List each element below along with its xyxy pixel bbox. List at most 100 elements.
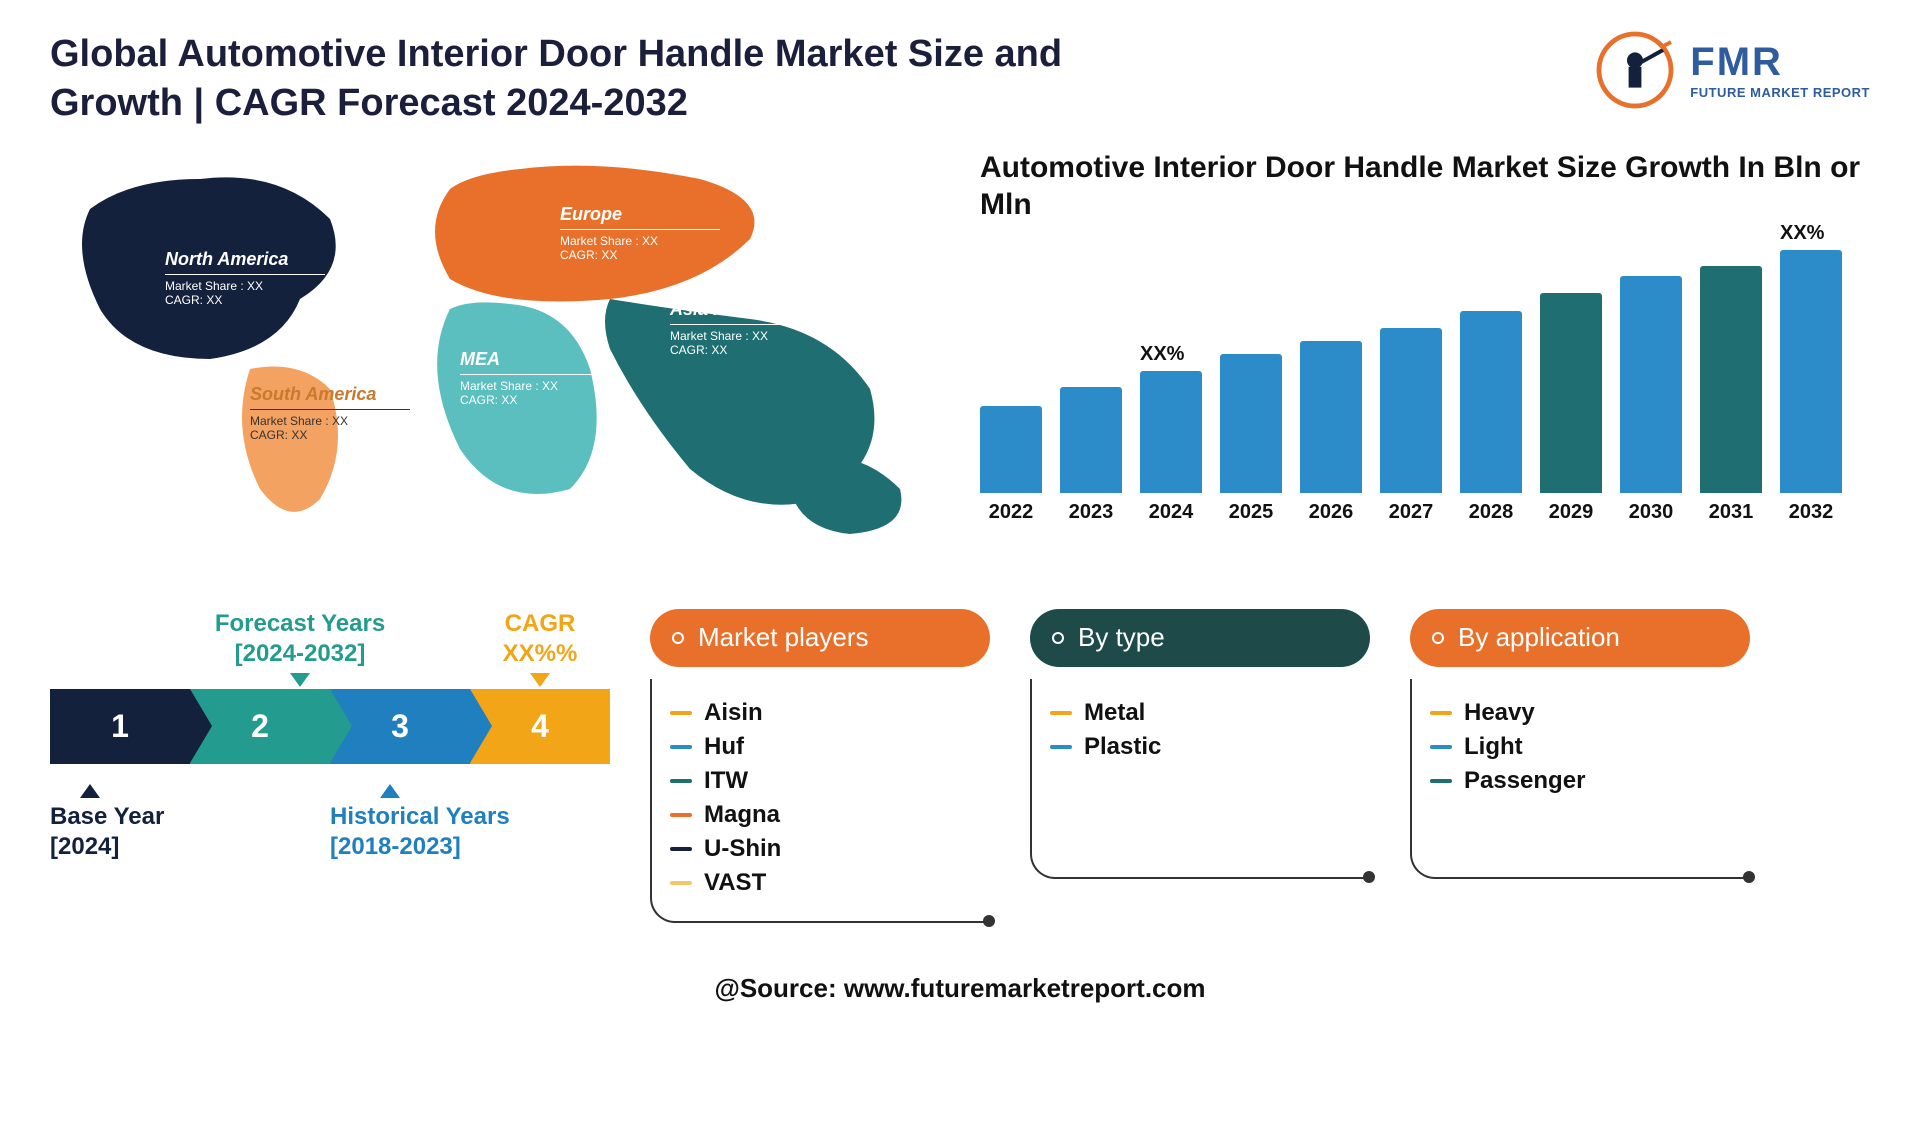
list-item-label: Huf	[704, 733, 744, 761]
bar-year-label: 2024	[1149, 501, 1194, 524]
growth-bar-chart: Automotive Interior Door Handle Market S…	[980, 149, 1870, 549]
list-item: Magna	[670, 801, 990, 829]
list-item-label: Light	[1464, 733, 1523, 761]
tick-icon	[670, 711, 692, 715]
tick-icon	[1430, 779, 1452, 783]
by-application-title: By application	[1458, 622, 1620, 653]
source-attribution: @Source: www.futuremarketreport.com	[50, 973, 1870, 1004]
region-na-share: Market Share : XX	[165, 279, 325, 293]
tl-base-range: [2024]	[50, 833, 119, 860]
list-item: ITW	[670, 767, 990, 795]
list-item: U-Shin	[670, 835, 990, 863]
list-item-label: Metal	[1084, 699, 1145, 727]
by-application-section: By application Heavy Light Passenger	[1410, 609, 1750, 879]
tl-hist-range: [2018-2023]	[330, 833, 461, 860]
market-players-pill: Market players	[650, 609, 990, 667]
tick-icon	[670, 847, 692, 851]
timeline: Forecast Years [2024-2032] CAGR XX%% 123…	[50, 609, 610, 764]
logo-icon	[1595, 30, 1675, 110]
list-item-label: ITW	[704, 767, 748, 795]
bar-year-label: 2028	[1469, 501, 1514, 524]
bar-col: 2028	[1460, 311, 1522, 524]
region-ap-share: Market Share : XX	[670, 329, 840, 343]
bar	[1060, 387, 1122, 493]
bar	[1380, 328, 1442, 493]
list-item-label: Passenger	[1464, 767, 1585, 795]
page-title: Global Automotive Interior Door Handle M…	[50, 30, 1150, 129]
region-eu-cagr: CAGR: XX	[560, 248, 720, 262]
bar-col: 2026	[1300, 341, 1362, 524]
region-sa-label: South America	[250, 384, 410, 405]
bar-col: 2029	[1540, 293, 1602, 523]
bar-year-label: 2026	[1309, 501, 1354, 524]
list-item: Heavy	[1430, 699, 1750, 727]
region-sa-share: Market Share : XX	[250, 414, 410, 428]
list-item: VAST	[670, 869, 990, 897]
tick-icon	[1430, 711, 1452, 715]
bar	[1460, 311, 1522, 493]
tl-hist-title: Historical Years	[330, 803, 510, 830]
list-item-label: Plastic	[1084, 733, 1161, 761]
bar-col: 2025	[1220, 354, 1282, 524]
tick-icon	[670, 779, 692, 783]
tl-forecast-range: [2024-2032]	[235, 640, 366, 667]
tl-forecast-title: Forecast Years	[215, 610, 385, 637]
timeline-segment: 1	[50, 689, 190, 764]
bar-annotation: XX%	[1780, 222, 1824, 245]
tick-icon	[1430, 745, 1452, 749]
list-item-label: U-Shin	[704, 835, 781, 863]
region-na-label: North America	[165, 249, 325, 270]
tick-icon	[1050, 745, 1072, 749]
bullet-icon	[672, 632, 684, 644]
bar-col: 2027	[1380, 328, 1442, 524]
bar-col: 2023	[1060, 387, 1122, 524]
region-ap-cagr: CAGR: XX	[670, 343, 840, 357]
tick-icon	[1050, 711, 1072, 715]
by-type-title: By type	[1078, 622, 1165, 653]
list-item: Passenger	[1430, 767, 1750, 795]
bar	[1220, 354, 1282, 493]
bar-year-label: 2032	[1789, 501, 1834, 524]
list-item: Metal	[1050, 699, 1370, 727]
by-application-pill: By application	[1410, 609, 1750, 667]
logo-text-sub: FUTURE MARKET REPORT	[1690, 85, 1870, 100]
region-mea-label: MEA	[460, 349, 620, 370]
logo-text-fmr: FMR	[1690, 40, 1870, 85]
fmr-logo: FMR FUTURE MARKET REPORT	[1595, 30, 1870, 110]
bar: XX%	[1140, 371, 1202, 492]
bullet-icon	[1052, 632, 1064, 644]
bar-year-label: 2031	[1709, 501, 1754, 524]
tick-icon	[670, 813, 692, 817]
list-item: Aisin	[670, 699, 990, 727]
region-eu-label: Europe	[560, 204, 720, 225]
region-ap-label: Asia Pacific	[670, 299, 840, 320]
region-mea-share: Market Share : XX	[460, 379, 620, 393]
tl-cagr-title: CAGR	[505, 610, 576, 637]
by-type-pill: By type	[1030, 609, 1370, 667]
market-players-section: Market players Aisin Huf ITW Magna U-Shin VAS…	[650, 609, 990, 923]
list-item-label: Magna	[704, 801, 780, 829]
region-na-cagr: CAGR: XX	[165, 293, 325, 307]
bar-col: XX%2032	[1780, 250, 1842, 524]
tl-base-title: Base Year	[50, 803, 164, 830]
region-mea-cagr: CAGR: XX	[460, 393, 620, 407]
bar-year-label: 2023	[1069, 501, 1114, 524]
bar-col: 2031	[1700, 266, 1762, 524]
bar-annotation: XX%	[1140, 343, 1184, 366]
list-item-label: VAST	[704, 869, 766, 897]
bar-year-label: 2025	[1229, 501, 1274, 524]
bar-year-label: 2030	[1629, 501, 1674, 524]
list-item: Huf	[670, 733, 990, 761]
bar	[1700, 266, 1762, 493]
list-item-label: Aisin	[704, 699, 763, 727]
bar-year-label: 2027	[1389, 501, 1434, 524]
bar-col: XX% 2024	[1140, 371, 1202, 523]
bar-year-label: 2022	[989, 501, 1034, 524]
bar-year-label: 2029	[1549, 501, 1594, 524]
list-item-label: Heavy	[1464, 699, 1535, 727]
bar	[980, 406, 1042, 493]
list-item: Light	[1430, 733, 1750, 761]
bar	[1300, 341, 1362, 493]
bar-col: 2030	[1620, 276, 1682, 524]
market-players-title: Market players	[698, 622, 869, 653]
